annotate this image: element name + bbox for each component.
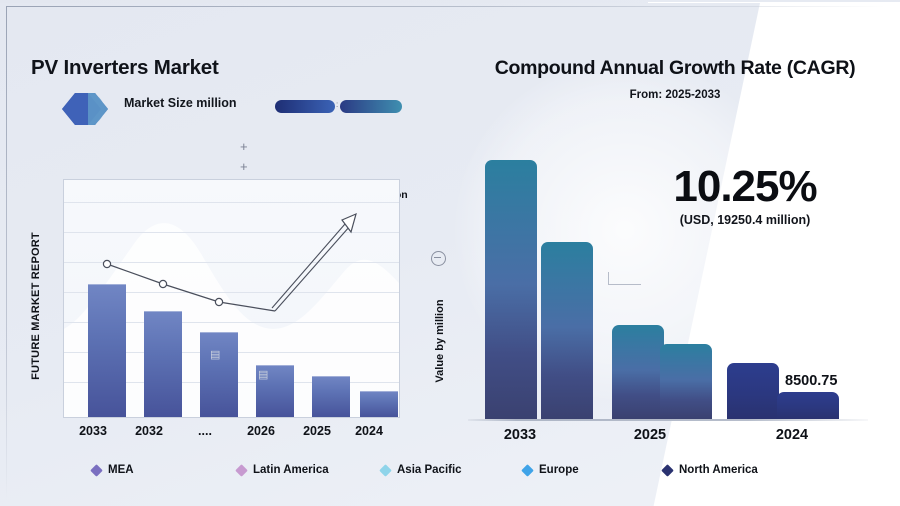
ghost-doc-icon-2: ▤ bbox=[258, 369, 269, 381]
left-axis-label-3: 2026 bbox=[247, 424, 275, 438]
legend-item-label: North America bbox=[679, 464, 758, 476]
plus-marker-icon-1: + bbox=[240, 139, 248, 154]
right-chart-data-label: 8500.75 bbox=[785, 373, 838, 389]
legend-item-label: Europe bbox=[539, 464, 579, 476]
legend-dot-icon-asia-pacific bbox=[379, 463, 392, 477]
legend-item-mea[interactable]: MEA bbox=[90, 463, 134, 477]
legend-dot-icon-europe bbox=[521, 463, 534, 477]
legend-pill-primary bbox=[275, 100, 335, 113]
right-axis-label-2024: 2024 bbox=[775, 427, 809, 443]
legend-dot-icon-north-america bbox=[661, 463, 674, 477]
panel-top-border bbox=[6, 6, 886, 7]
cagr-usd-note: (USD, 19250.4 million) bbox=[679, 213, 811, 227]
left-axis-label-5: 2024 bbox=[355, 424, 383, 438]
legend-item-north-america[interactable]: North America bbox=[661, 463, 758, 477]
legend-item-latin-america[interactable]: Latin America bbox=[235, 463, 329, 477]
right-bar-2025-secondary[interactable] bbox=[660, 344, 712, 419]
hexagon-badge-icon bbox=[62, 92, 114, 126]
right-bar-2025-primary[interactable] bbox=[612, 325, 664, 419]
right-chart-baseline bbox=[468, 419, 868, 421]
legend-dot-icon-latin-america bbox=[235, 463, 248, 477]
left-axis-label-4: 2025 bbox=[303, 424, 331, 438]
legend-pill-separator: : bbox=[336, 100, 339, 109]
left-bar-2032[interactable] bbox=[144, 311, 182, 417]
legend-dot-icon-mea bbox=[90, 463, 103, 477]
legend-item-label: Asia Pacific bbox=[397, 464, 462, 476]
legend-pill-secondary bbox=[340, 100, 402, 113]
left-chart-secondary-axis-label: Value by million bbox=[434, 299, 446, 383]
legend-item-label: MEA bbox=[108, 464, 134, 476]
page-title: PV Inverters Market bbox=[31, 56, 219, 79]
circle-minus-icon[interactable] bbox=[431, 251, 446, 266]
left-bar-2025[interactable] bbox=[312, 376, 350, 417]
plus-marker-icon-2: + bbox=[240, 159, 248, 174]
left-bar-2024[interactable] bbox=[360, 391, 398, 417]
left-bar-mid[interactable] bbox=[200, 332, 238, 417]
panel-left-border bbox=[6, 6, 7, 500]
cagr-value: 10.25% bbox=[673, 162, 817, 211]
left-bar-chart: ▤ ▤ bbox=[63, 179, 400, 418]
left-chart-y-axis-label: FUTURE MARKET REPORT bbox=[30, 232, 42, 380]
cagr-title: Compound Annual Growth Rate (CAGR) bbox=[494, 57, 856, 79]
decorative-bracket bbox=[608, 272, 641, 285]
left-bar-2033[interactable] bbox=[88, 284, 126, 417]
cagr-period: From: 2025-2033 bbox=[629, 89, 721, 101]
left-axis-label-2: .... bbox=[198, 424, 212, 438]
left-axis-label-0: 2033 bbox=[79, 424, 107, 438]
legend-series-label: Market Size million bbox=[124, 96, 237, 110]
right-bar-2033-primary[interactable] bbox=[485, 160, 537, 419]
legend-item-europe[interactable]: Europe bbox=[521, 463, 579, 477]
ghost-doc-icon-1: ▤ bbox=[210, 349, 221, 361]
left-chart-trend-overlay bbox=[102, 212, 357, 312]
right-axis-label-2025: 2025 bbox=[633, 427, 667, 443]
region-legend: MEA Latin America Asia Pacific Europe No… bbox=[0, 463, 900, 488]
right-bar-2033-secondary[interactable] bbox=[541, 242, 593, 419]
left-axis-label-1: 2032 bbox=[135, 424, 163, 438]
right-bar-2024-primary[interactable] bbox=[727, 363, 779, 419]
right-bar-2024-secondary[interactable] bbox=[777, 392, 839, 419]
right-axis-label-2033: 2033 bbox=[503, 427, 537, 443]
left-bar-2026[interactable] bbox=[256, 365, 294, 417]
legend-item-label: Latin America bbox=[253, 464, 329, 476]
legend-item-asia-pacific[interactable]: Asia Pacific bbox=[379, 463, 462, 477]
